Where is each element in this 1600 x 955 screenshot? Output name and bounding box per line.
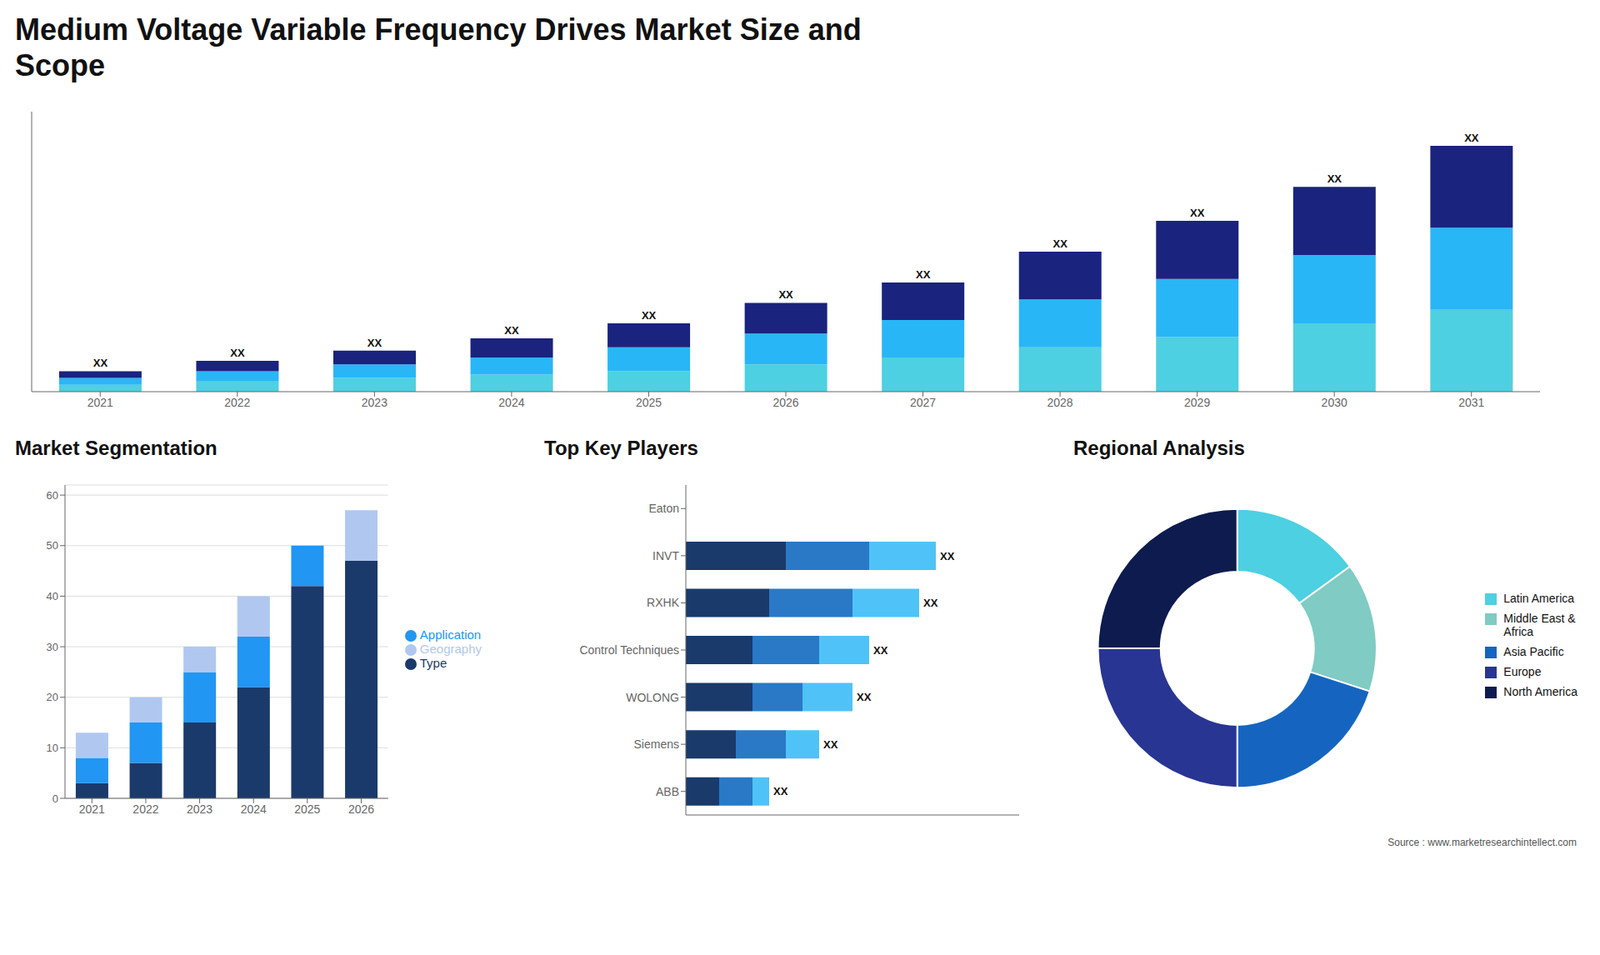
- svg-text:2021: 2021: [79, 802, 105, 816]
- svg-text:2029: 2029: [1184, 395, 1210, 410]
- svg-text:XX: XX: [773, 785, 789, 799]
- html-text:Middle East &: Middle East &: [1503, 612, 1576, 626]
- html-text:Medium Voltage Variable Freque: Medium Voltage Variable Frequency Drives…: [15, 12, 862, 47]
- svg-text:2025: 2025: [294, 802, 320, 816]
- svg-text:2021: 2021: [87, 395, 114, 410]
- svg-text:2023: 2023: [361, 395, 388, 410]
- svg-text:WOLONG: WOLONG: [625, 690, 680, 705]
- svg-text:INVT: INVT: [652, 549, 680, 563]
- html-text:Regional Analysis: Regional Analysis: [1073, 437, 1245, 460]
- svg-text:XX: XX: [367, 336, 383, 350]
- svg-text:2024: 2024: [498, 395, 525, 410]
- html-text:Geography: Geography: [419, 641, 482, 656]
- svg-text:XX: XX: [923, 596, 939, 610]
- html-text:Top Key Players: Top Key Players: [544, 437, 699, 460]
- html-text:Scope: Scope: [15, 48, 105, 83]
- html-text:North America: North America: [1503, 685, 1578, 699]
- svg-text:2026: 2026: [348, 802, 375, 816]
- svg-text:XX: XX: [230, 346, 245, 360]
- svg-text:XX: XX: [504, 324, 520, 337]
- svg-text:XX: XX: [1327, 173, 1343, 186]
- svg-text:30: 30: [46, 640, 59, 654]
- svg-text:XX: XX: [1190, 206, 1205, 220]
- svg-text:XX: XX: [778, 289, 794, 302]
- html-text:Type: Type: [419, 655, 447, 670]
- svg-text:2028: 2028: [1047, 395, 1074, 410]
- svg-text:XX: XX: [873, 644, 889, 657]
- svg-text:XX: XX: [856, 691, 872, 705]
- svg-text:2027: 2027: [910, 395, 936, 410]
- svg-text:XX: XX: [1464, 131, 1480, 145]
- svg-text:2024: 2024: [240, 802, 267, 816]
- svg-text:40: 40: [46, 590, 59, 603]
- html-text:Latin America: Latin America: [1503, 592, 1575, 606]
- svg-text:2023: 2023: [186, 802, 213, 816]
- svg-text:2026: 2026: [772, 395, 799, 410]
- html-text:Europe: Europe: [1503, 665, 1542, 679]
- svg-text:2030: 2030: [1321, 395, 1348, 410]
- svg-text:ABB: ABB: [655, 785, 680, 799]
- svg-text:XX: XX: [641, 309, 657, 322]
- svg-text:2025: 2025: [635, 395, 662, 410]
- svg-text:RXHK: RXHK: [646, 596, 680, 610]
- svg-text:Control Techniques: Control Techniques: [579, 643, 680, 657]
- html-text:Application: Application: [419, 627, 481, 642]
- svg-text:2022: 2022: [224, 395, 250, 410]
- svg-text:XX: XX: [1053, 237, 1069, 250]
- svg-text:XX: XX: [940, 550, 955, 563]
- svg-text:2022: 2022: [132, 802, 159, 816]
- svg-text:10: 10: [46, 741, 59, 755]
- svg-text:50: 50: [46, 540, 59, 553]
- svg-text:XX: XX: [93, 357, 109, 370]
- html-text:Source : www.marketresearchint: Source : www.marketresearchintellect.com: [1387, 837, 1577, 849]
- svg-text:20: 20: [46, 691, 59, 705]
- svg-text:XX: XX: [915, 268, 931, 281]
- svg-text:Siemens: Siemens: [634, 737, 680, 751]
- html-text:Africa: Africa: [1503, 625, 1534, 639]
- html-text:Market Segmentation: Market Segmentation: [15, 437, 218, 460]
- html-text:Asia Pacific: Asia Pacific: [1503, 645, 1564, 659]
- svg-text:0: 0: [52, 792, 59, 805]
- svg-text:Eaton: Eaton: [648, 502, 680, 516]
- svg-text:60: 60: [46, 489, 59, 502]
- svg-text:XX: XX: [823, 738, 839, 751]
- svg-text:2031: 2031: [1458, 395, 1485, 410]
